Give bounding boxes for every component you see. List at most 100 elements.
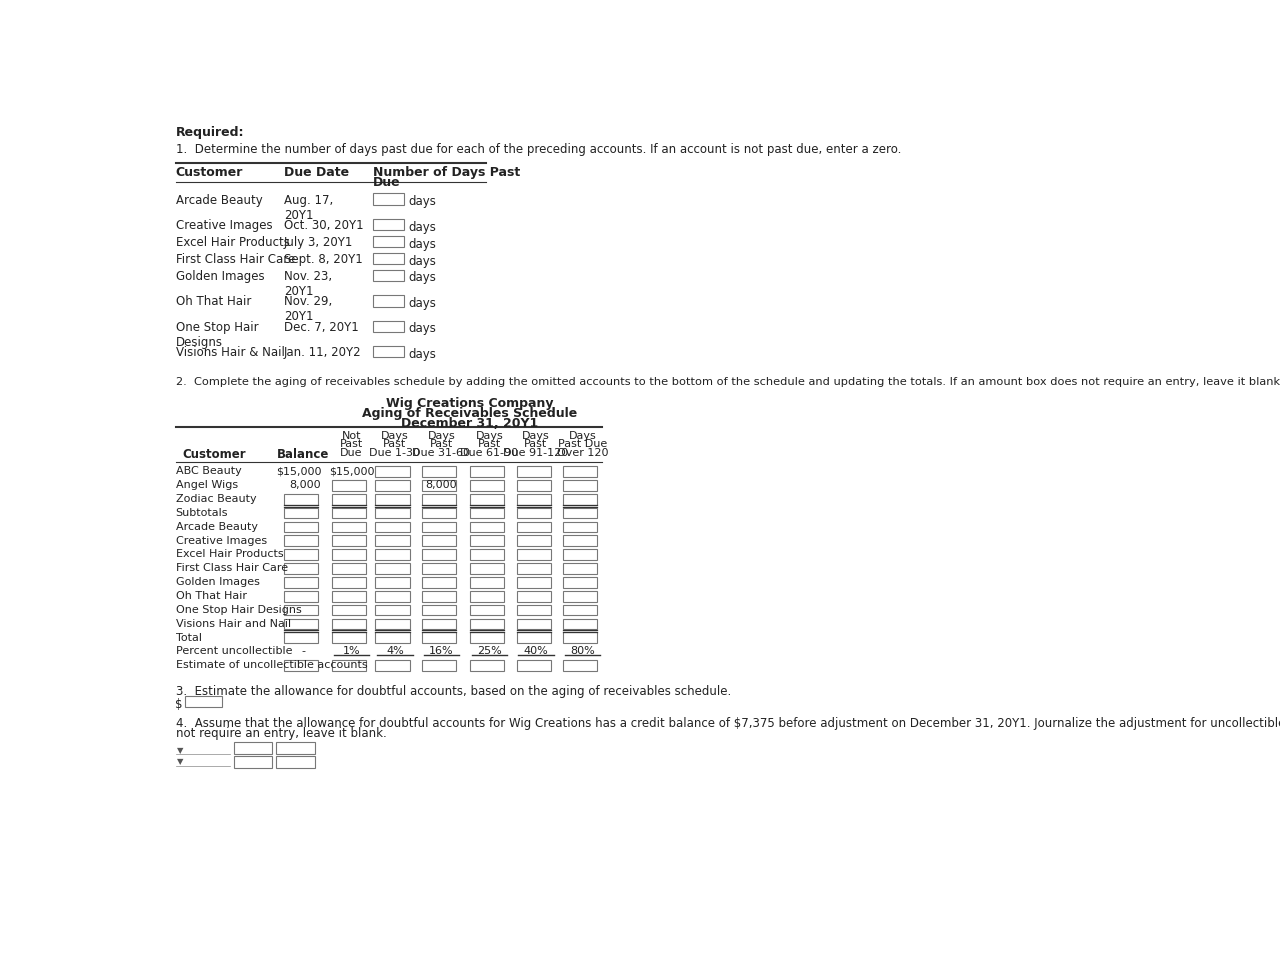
Text: Nov. 23,
20Y1: Nov. 23, 20Y1 (284, 270, 332, 297)
Bar (422, 660, 456, 671)
Text: $: $ (175, 697, 183, 710)
Bar (332, 633, 366, 644)
Bar (375, 619, 410, 630)
Text: 16%: 16% (429, 645, 453, 656)
Text: Dec. 7, 20Y1: Dec. 7, 20Y1 (284, 321, 358, 333)
Bar (517, 563, 550, 574)
Bar (332, 494, 366, 505)
Text: Oct. 30, 20Y1: Oct. 30, 20Y1 (284, 219, 364, 232)
Bar (563, 605, 596, 616)
Text: Visions Hair and Nail: Visions Hair and Nail (175, 618, 291, 628)
Text: July 3, 20Y1: July 3, 20Y1 (284, 236, 353, 248)
Bar (470, 509, 504, 519)
Bar (332, 536, 366, 547)
Bar (284, 660, 319, 671)
Text: Estimate of uncollectible accounts: Estimate of uncollectible accounts (175, 659, 367, 670)
Text: Days: Days (428, 430, 456, 440)
Text: Arcade Beauty: Arcade Beauty (175, 521, 257, 531)
Text: Past: Past (525, 439, 548, 449)
Bar (563, 577, 596, 588)
Bar (374, 321, 404, 333)
Text: days: days (408, 195, 436, 208)
Text: Aging of Receivables Schedule: Aging of Receivables Schedule (362, 407, 577, 420)
Bar (284, 563, 319, 574)
Text: Number of Days Past: Number of Days Past (374, 166, 521, 179)
Bar (284, 619, 319, 630)
Bar (332, 660, 366, 671)
Text: ▼: ▼ (177, 745, 183, 754)
Bar (375, 563, 410, 574)
Bar (422, 619, 456, 630)
Bar (517, 536, 550, 547)
Text: 4%: 4% (387, 645, 403, 656)
Bar (422, 480, 456, 491)
Bar (284, 577, 319, 588)
Bar (422, 563, 456, 574)
Bar (374, 220, 404, 231)
Bar (422, 550, 456, 560)
Text: Jan. 11, 20Y2: Jan. 11, 20Y2 (284, 346, 362, 359)
Bar (375, 660, 410, 671)
Text: Required:: Required: (175, 126, 244, 139)
Bar (422, 633, 456, 644)
Text: Golden Images: Golden Images (175, 270, 264, 283)
Text: 3.  Estimate the allowance for doubtful accounts, based on the aging of receivab: 3. Estimate the allowance for doubtful a… (175, 685, 731, 697)
Bar (375, 591, 410, 602)
Text: Total: Total (175, 632, 201, 642)
Bar (563, 494, 596, 505)
Bar (563, 467, 596, 477)
Bar (375, 509, 410, 519)
Bar (517, 605, 550, 616)
Bar (517, 509, 550, 519)
Text: 80%: 80% (570, 645, 595, 656)
Bar (563, 619, 596, 630)
Text: Zodiac Beauty: Zodiac Beauty (175, 494, 256, 504)
Bar (284, 633, 319, 644)
Text: One Stop Hair
Designs: One Stop Hair Designs (175, 321, 259, 348)
Text: ▼: ▼ (177, 757, 183, 766)
Text: Past: Past (430, 439, 453, 449)
Bar (470, 619, 504, 630)
Bar (332, 619, 366, 630)
Bar (276, 757, 315, 768)
Text: Due Date: Due Date (284, 166, 349, 179)
Text: days: days (408, 322, 436, 334)
Bar (422, 522, 456, 533)
Bar (517, 522, 550, 533)
Text: days: days (408, 347, 436, 360)
Text: Creative Images: Creative Images (175, 535, 266, 545)
Bar (332, 522, 366, 533)
Bar (517, 660, 550, 671)
Bar (517, 494, 550, 505)
Text: Over 120: Over 120 (557, 447, 608, 458)
Bar (422, 577, 456, 588)
Text: Oh That Hair: Oh That Hair (175, 591, 247, 600)
Text: days: days (408, 220, 436, 234)
Text: 25%: 25% (477, 645, 502, 656)
Bar (374, 253, 404, 265)
Bar (374, 295, 404, 307)
Text: $15,000: $15,000 (329, 466, 374, 476)
Text: Due 31-60: Due 31-60 (412, 447, 470, 458)
Text: not require an entry, leave it blank.: not require an entry, leave it blank. (175, 727, 387, 739)
Text: Past Due: Past Due (558, 439, 607, 449)
Text: 1.  Determine the number of days past due for each of the preceding accounts. If: 1. Determine the number of days past due… (175, 143, 901, 156)
Text: Percent uncollectible: Percent uncollectible (175, 645, 292, 656)
Text: 8,000: 8,000 (425, 479, 457, 490)
Text: Aug. 17,
20Y1: Aug. 17, 20Y1 (284, 194, 333, 221)
Bar (375, 605, 410, 616)
Text: Customer: Customer (183, 447, 246, 461)
Bar (332, 591, 366, 602)
Text: Subtotals: Subtotals (175, 508, 228, 517)
Bar (422, 591, 456, 602)
Bar (375, 494, 410, 505)
Bar (332, 577, 366, 588)
Bar (374, 271, 404, 282)
Text: Creative Images: Creative Images (175, 219, 273, 232)
Bar (332, 509, 366, 519)
Text: Balance: Balance (278, 447, 329, 461)
Text: 8,000: 8,000 (289, 479, 321, 490)
Bar (284, 536, 319, 547)
Text: $15,000: $15,000 (275, 466, 321, 476)
Bar (563, 522, 596, 533)
